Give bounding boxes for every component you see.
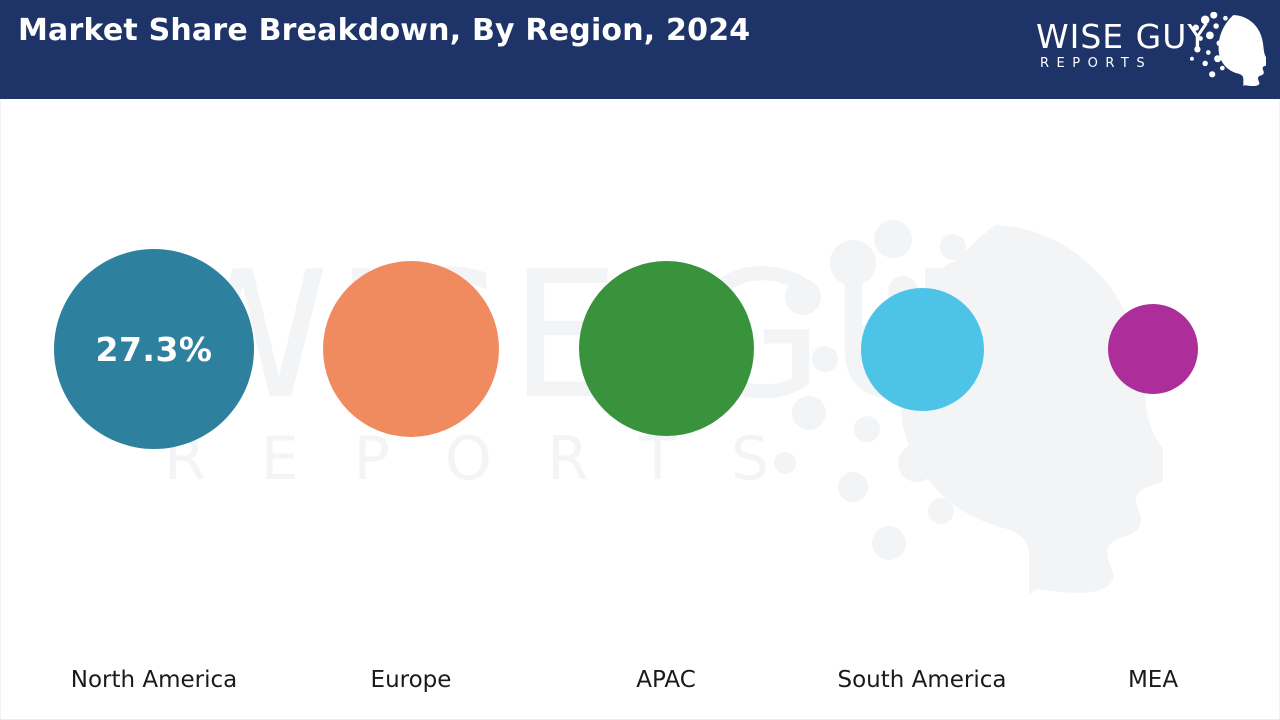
- brand-logo: WISE GUY REPORTS: [1018, 10, 1268, 88]
- bubble-series: 27.3%: [1, 99, 1279, 719]
- logo-wordmark: WISE GUY: [1036, 17, 1209, 56]
- page-title: Market Share Breakdown, By Region, 2024: [18, 13, 751, 48]
- category-label-apac: APAC: [636, 667, 696, 693]
- category-label-south-america: South America: [837, 667, 1007, 693]
- dotted-head-profile-icon: [1190, 12, 1266, 86]
- category-label-europe: Europe: [370, 667, 452, 693]
- logo-subtitle: REPORTS: [1040, 56, 1153, 71]
- bubble-north-america[interactable]: 27.3%: [54, 249, 254, 449]
- category-axis-labels: North America Europe APAC South America …: [1, 99, 1279, 719]
- category-label-north-america: North America: [70, 667, 238, 693]
- bubble-apac[interactable]: [579, 261, 754, 436]
- chart-canvas: WISE GUY REPORTS: [0, 99, 1280, 720]
- bubble-mea[interactable]: [1108, 304, 1198, 394]
- header-bar: Market Share Breakdown, By Region, 2024 …: [0, 0, 1280, 99]
- bubble-europe[interactable]: [323, 261, 499, 437]
- category-label-mea: MEA: [1127, 667, 1179, 693]
- bubble-value-north-america: 27.3%: [95, 329, 213, 369]
- bubble-south-america[interactable]: [861, 288, 984, 411]
